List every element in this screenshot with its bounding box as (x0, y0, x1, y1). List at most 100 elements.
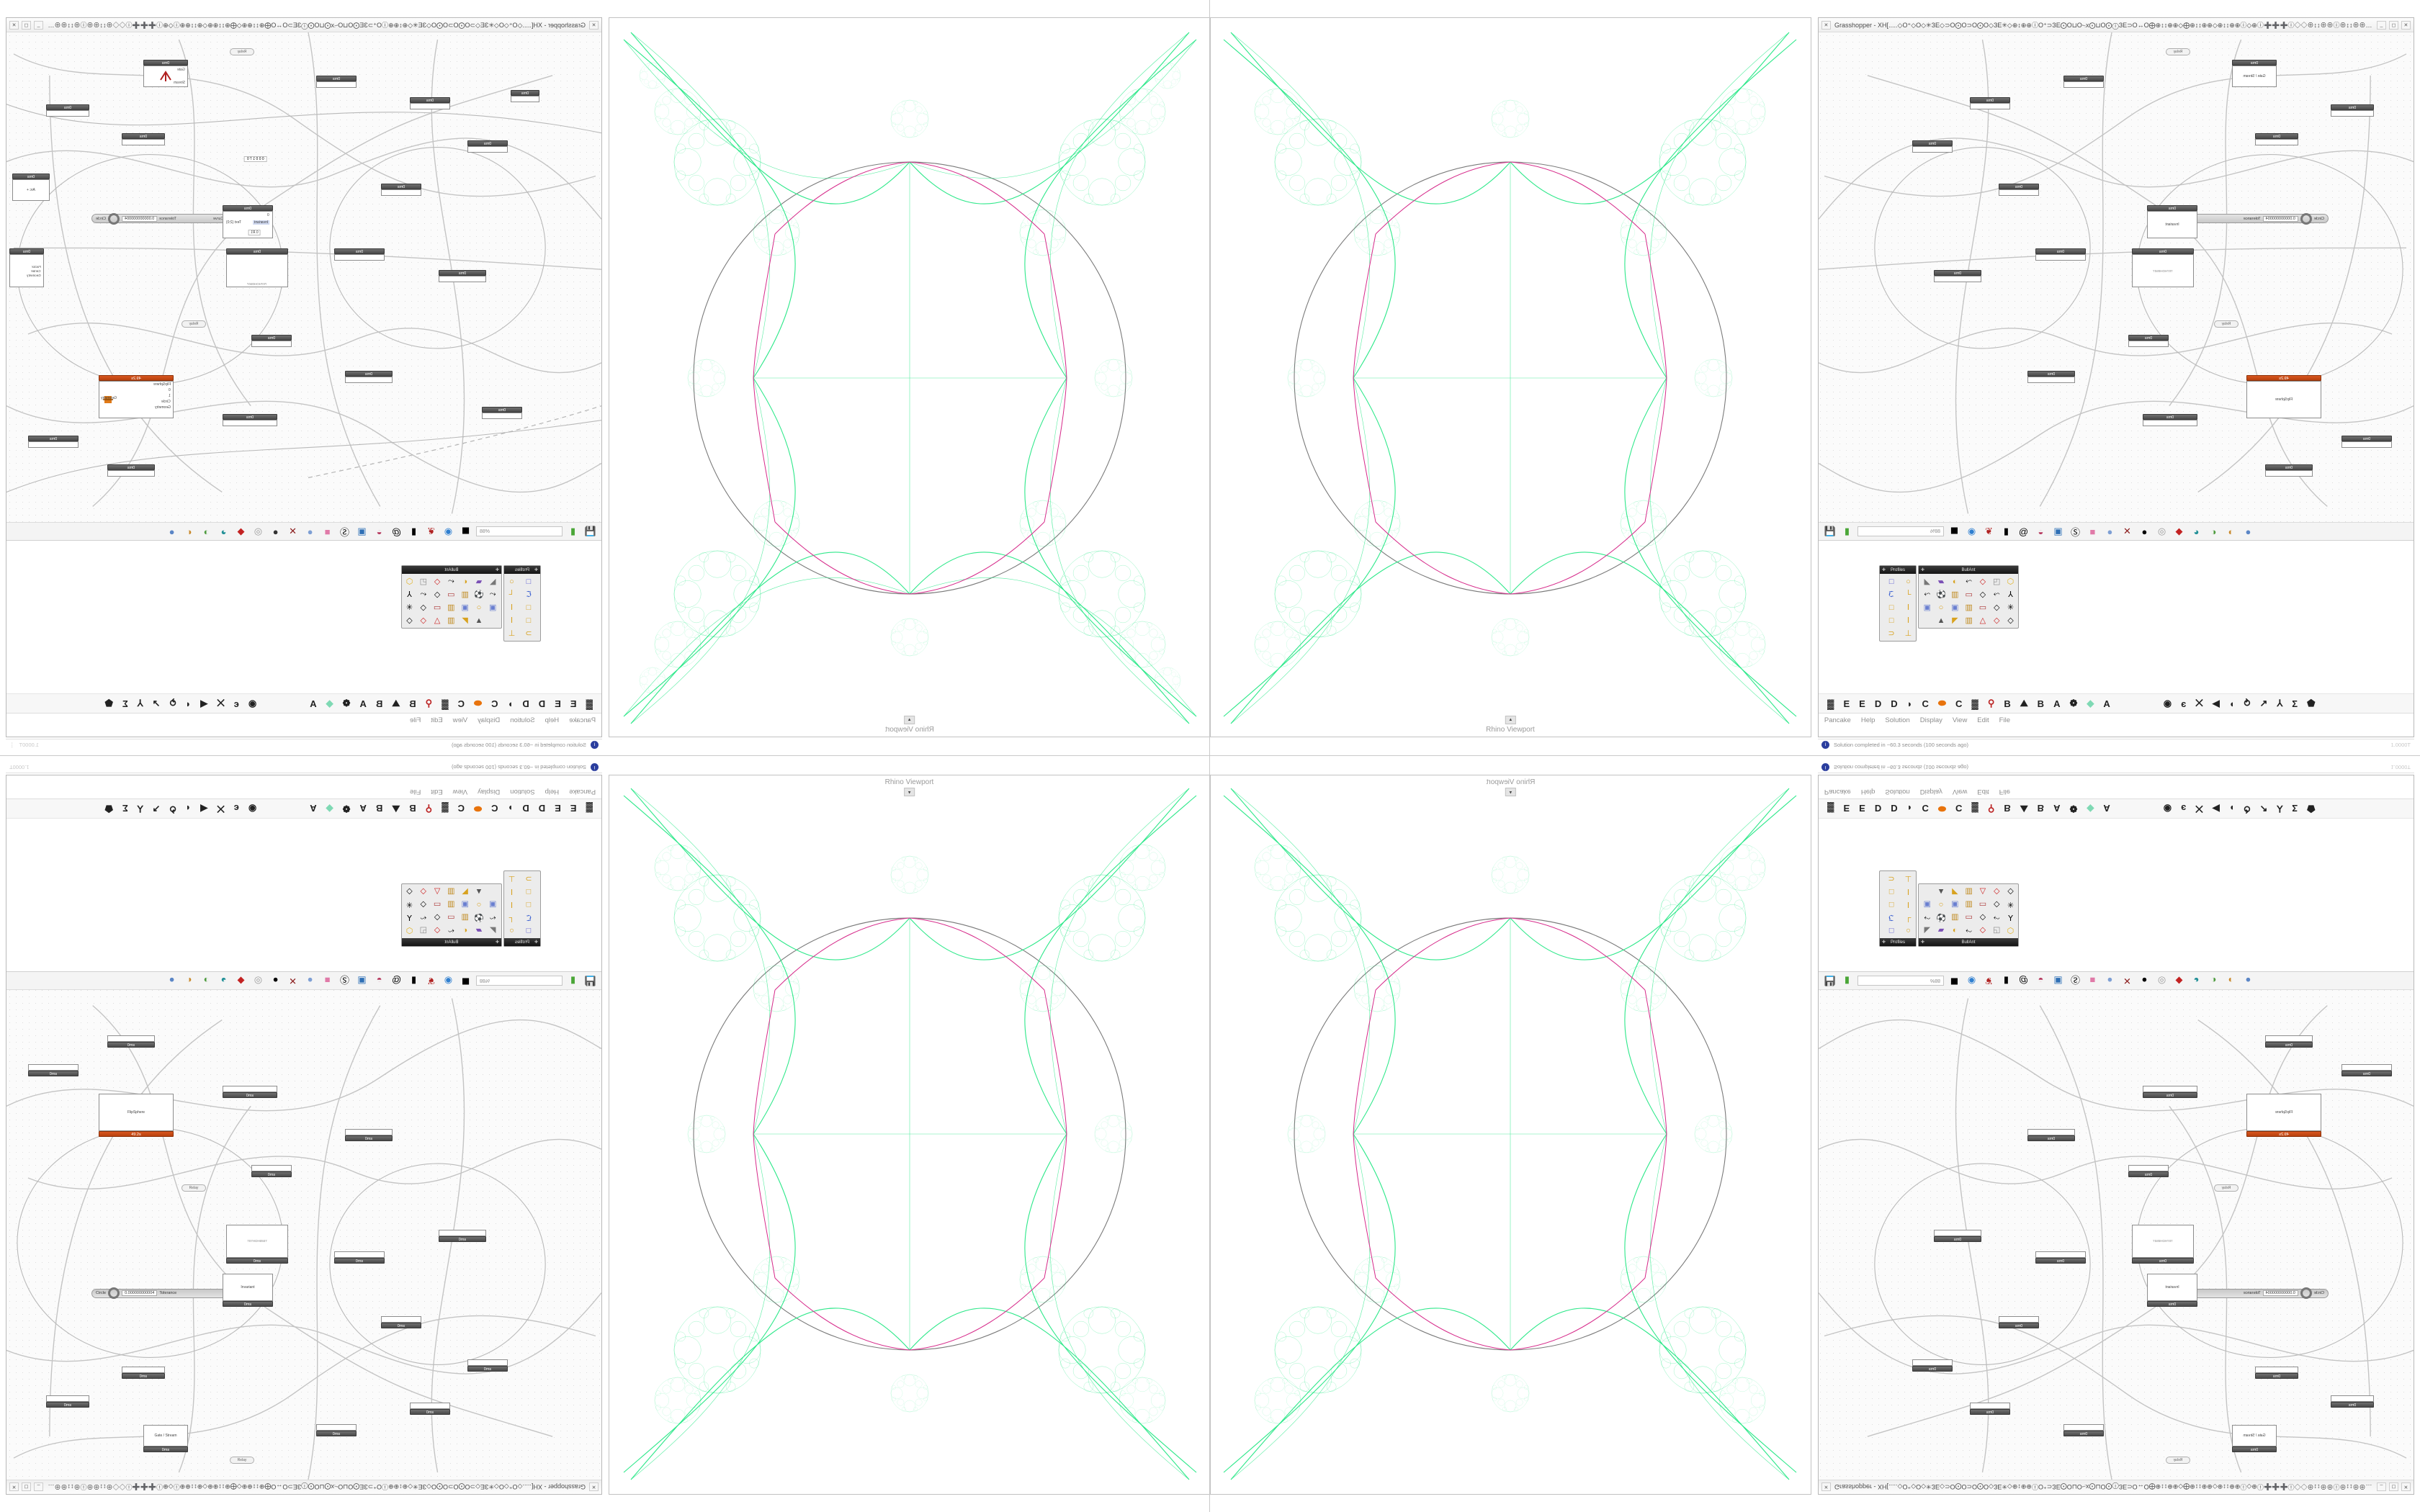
minimize-icon[interactable]: _ (34, 20, 43, 30)
node-generic[interactable]: 0ms (2341, 1064, 2392, 1076)
viewport-bottom-right[interactable]: ▲ Rhino Viewport (1210, 775, 1811, 1495)
maximize-icon[interactable]: ◻ (22, 1482, 31, 1492)
component-params-icon[interactable]: ⬟ (104, 698, 113, 708)
yellow-shell-icon[interactable]: ◑ (1953, 926, 1958, 935)
frame2-icon[interactable]: ▭ (433, 900, 442, 909)
teal-tool-icon[interactable]: ◕ (220, 975, 227, 986)
node-relay-a[interactable]: Relay (2166, 1457, 2190, 1464)
beam2-icon[interactable]: ▥ (1965, 616, 1973, 625)
vnode-icon[interactable]: ⤳ (1924, 590, 1931, 598)
droplet-icon[interactable]: ● (307, 975, 313, 986)
node-panel-a[interactable]: 0ms 707HOH0507 (2132, 248, 2194, 287)
teal-tool-icon[interactable]: ◕ (2193, 975, 2200, 986)
polyline-icon[interactable]: ◇ (1979, 590, 1986, 599)
palette-grid[interactable]: ⬡ ◳ ◇ ⤳ ◑ ▰ ◢ ⅄ ⤳ ◇ ▭ ▥ ⚽ ⤳ ✳ ◇ ▭ (402, 884, 501, 938)
node-generic[interactable]: 0ms (2128, 335, 2169, 347)
fold-icon[interactable]: ◢ (489, 577, 496, 586)
node-generic[interactable]: 0ms (107, 1035, 155, 1048)
node-generic[interactable]: 0ms (1912, 1359, 1953, 1372)
branch-icon[interactable]: ⅄ (407, 590, 412, 599)
swirl-icon[interactable]: ❦ (427, 526, 435, 536)
beam2-icon[interactable]: ▥ (447, 616, 455, 625)
node-generic[interactable]: 0ms (511, 90, 539, 102)
node-number-slider[interactable]: 0 0 0 1 7 0 (244, 156, 267, 162)
chain-icon[interactable]: ⤳ (447, 577, 454, 585)
circle-profile-icon[interactable]: ○ (509, 926, 514, 935)
frame-icon[interactable]: ◳ (1993, 577, 2001, 586)
pin-icon[interactable]: ✚ (534, 940, 538, 945)
poly-icon[interactable]: ◇ (406, 887, 413, 896)
t-profile-icon[interactable]: ⊥ (1904, 629, 1912, 638)
leaf-icon[interactable]: ◆ (2087, 804, 2094, 814)
box-profile-icon[interactable]: □ (526, 900, 532, 909)
t-profile-icon[interactable]: ⊥ (1904, 874, 1912, 883)
orange-dot-icon[interactable]: ⬬ (474, 698, 483, 708)
tab-b2[interactable]: B (409, 803, 416, 814)
viewport-label-group[interactable]: ▲ Rhino Viewport (885, 778, 933, 796)
vnode-icon[interactable]: ⤳ (489, 914, 496, 922)
tri-grid-icon[interactable]: ▲ (475, 887, 483, 896)
i-profile2-icon[interactable]: Ⅰ (1906, 887, 1910, 896)
mesh-icon[interactable]: ◀ (2212, 698, 2220, 708)
yellow-shell-icon[interactable]: ◑ (462, 926, 467, 935)
knob-icon[interactable] (108, 1287, 120, 1300)
small-square-icon[interactable]: □ (526, 577, 532, 586)
at-icon[interactable]: @ (391, 975, 402, 986)
shell-icon[interactable]: ◎ (254, 976, 263, 986)
grid-icon[interactable]: ▓ (442, 698, 449, 709)
horizontal-divider[interactable] (0, 755, 2420, 756)
red-diamond-icon[interactable]: ◇ (1979, 926, 1986, 935)
tab-d2[interactable]: D (1874, 803, 1882, 814)
menu-solution[interactable]: Solution (510, 788, 535, 796)
nodes-icon[interactable]: ⤳ (420, 590, 427, 598)
curve-icon[interactable]: ⥁ (169, 804, 176, 814)
small-square-icon[interactable]: □ (1888, 577, 1894, 586)
i-pick-icon[interactable]: ℑ (526, 913, 532, 922)
grasshopper-titlebar[interactable]: ✕ Grasshopper - XH[.....◇O⁺◇O◇✳ЗE◇⊃O⨀O⊃O… (6, 1480, 601, 1494)
t-profile-icon[interactable]: ⊥ (508, 874, 516, 883)
bullant-palette[interactable]: ✚ BullAnt ⬡ ◳ ◇ ⤳ ◑ ▰ ◢ ⅄ ⤳ ◇ ▭ ▥ ⚽ (1918, 883, 2019, 947)
maximize-icon[interactable]: ◻ (22, 20, 31, 30)
palette-grid[interactable]: ⬡ ◳ ◇ ⤳ ◑ ▰ ◢ ⅄ ⤳ ◇ ▭ ▥ ⚽ ⤳ ✳ ◇ ▭ (1919, 884, 2018, 938)
bottle-icon[interactable]: ⚲ (1987, 804, 1995, 814)
rhino-toolbar[interactable]: 💾 ▮ 88% ⯀ ◉ ❦ ▮ @ ◒ ▣ Ⓢ ■ ● ✕ ● ◎ ◆ ◕ (6, 522, 601, 541)
pin-icon[interactable]: ✚ (495, 568, 499, 572)
maximize-icon[interactable]: ◻ (2389, 20, 2398, 30)
node-generic[interactable]: 0ms (2027, 1129, 2075, 1141)
triangle-icon[interactable]: △ (434, 887, 441, 896)
c-profile-icon[interactable]: ⊂ (525, 874, 532, 883)
eye-icon[interactable]: ◉ (1967, 976, 1976, 986)
grid-icon[interactable]: ▓ (1971, 698, 1978, 709)
red-blob-icon[interactable]: ◆ (2175, 526, 2183, 536)
node-gate-stream[interactable]: 0ms Gate Stream (143, 60, 188, 87)
ring-icon[interactable]: ○ (476, 900, 482, 909)
frame2-icon[interactable]: ▭ (433, 603, 442, 612)
cha-icon[interactable]: ◒ (376, 526, 382, 537)
viewport-top-left[interactable]: ▲ Rhino Viewport (609, 17, 1210, 737)
dark-sphere-icon[interactable]: ● (2141, 975, 2148, 986)
save-floppy-icon[interactable]: 💾 (1824, 526, 1836, 536)
column-icon[interactable]: ▥ (1951, 590, 1959, 599)
menu-edit[interactable]: Edit (431, 788, 443, 796)
tab-e2[interactable]: E (1843, 698, 1850, 709)
minimize-icon[interactable]: _ (2377, 20, 2386, 30)
surface-icon[interactable]: ◖ (185, 698, 192, 709)
palette-grid[interactable]: ○ □ ┘ ℑ Ⅰ □ Ⅰ □ ⊥ ⊂ (1880, 871, 1916, 938)
palette-grid[interactable]: ○ □ ┘ ℑ Ⅰ □ Ⅰ □ ⊥ ⊂ (504, 574, 540, 641)
node-generic[interactable]: 0ms (2265, 1035, 2313, 1048)
i-profile-icon[interactable]: Ⅰ (1906, 900, 1910, 909)
display-eye-icon[interactable]: ◉ (2163, 698, 2172, 708)
viewport-label-group[interactable]: ▲ Rhino Viewport (1487, 778, 1535, 796)
beam-icon[interactable]: ▥ (1965, 603, 1973, 612)
profiles-palette[interactable]: ✚ Profiles ○ □ ┘ ℑ Ⅰ □ Ⅰ □ ⊥ ⊂ (1879, 870, 1917, 947)
menu-help[interactable]: Help (1860, 716, 1876, 724)
tab-c2[interactable]: C (1922, 698, 1929, 709)
viewport-label[interactable]: Rhino Viewport (1486, 726, 1536, 734)
red-diamond-icon[interactable]: ◇ (434, 577, 441, 586)
fit-icon[interactable]: ⯀ (462, 526, 470, 536)
node-text-invariant[interactable]: 0ms 0 Invariant Text {2;0} 0.R1 (223, 205, 273, 238)
node-relay-a[interactable]: Relay (2166, 48, 2190, 55)
node-circle-tolerance[interactable]: Circle 0.000000000004 Tolerance Curve (91, 212, 228, 225)
red-blob-icon[interactable]: ◆ (237, 976, 245, 986)
tab-c2[interactable]: C (491, 803, 498, 814)
